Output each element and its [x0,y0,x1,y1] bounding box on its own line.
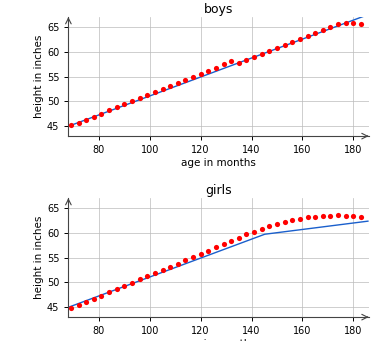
Point [343,213,349,219]
Point [350,214,356,219]
Point [152,270,158,276]
Point [251,229,257,235]
Point [136,277,142,282]
Point [328,24,334,30]
Point [182,257,188,263]
Point [282,42,288,47]
Point [266,224,272,229]
Point [289,39,295,45]
Point [121,102,127,107]
Point [358,22,364,27]
Point [358,214,364,220]
Point [83,299,89,305]
Point [91,296,97,301]
Point [205,68,211,73]
Title: boys: boys [204,3,233,16]
Point [251,55,257,60]
Point [244,58,250,63]
Point [304,215,310,220]
Point [198,251,204,256]
Point [76,302,82,308]
Point [167,83,173,89]
Point [144,92,150,98]
Point [114,105,120,110]
Point [304,33,310,39]
Point [350,20,356,25]
Point [259,226,265,232]
Point [289,218,295,223]
Point [274,221,280,226]
Point [152,89,158,95]
Point [160,267,166,273]
Point [114,287,120,292]
Point [312,214,318,220]
Point [312,30,318,36]
Point [297,216,303,222]
Point [175,261,181,266]
Point [198,71,204,76]
Point [259,51,265,57]
Point [129,98,135,104]
Point [335,21,341,27]
Point [213,65,219,70]
Point [83,117,89,122]
Point [160,86,166,92]
Point [98,293,104,298]
Point [182,77,188,82]
Point [236,60,242,66]
Point [68,122,74,128]
Point [236,235,242,240]
Point [228,58,234,64]
Point [144,274,150,279]
Point [282,220,288,225]
Point [213,244,219,250]
Point [106,290,112,295]
Point [167,264,173,269]
Point [297,36,303,42]
Point [320,27,326,33]
Y-axis label: height in inches: height in inches [34,35,44,118]
Point [98,111,104,117]
Y-axis label: height in inches: height in inches [34,216,44,299]
Point [220,241,226,247]
Point [190,74,196,79]
Point [136,95,142,101]
Point [228,238,234,243]
Point [343,20,349,26]
Point [320,214,326,219]
Point [190,254,196,260]
X-axis label: age in months: age in months [181,339,256,341]
Point [220,61,226,67]
X-axis label: age in months: age in months [181,158,256,168]
Point [91,114,97,119]
Point [328,213,334,219]
Point [68,306,74,311]
Point [106,108,112,113]
Point [175,80,181,86]
Point [274,46,280,51]
Point [76,120,82,125]
Point [266,48,272,54]
Title: girls: girls [205,184,232,197]
Point [129,280,135,286]
Point [205,248,211,253]
Point [335,213,341,218]
Point [121,283,127,288]
Point [244,232,250,237]
